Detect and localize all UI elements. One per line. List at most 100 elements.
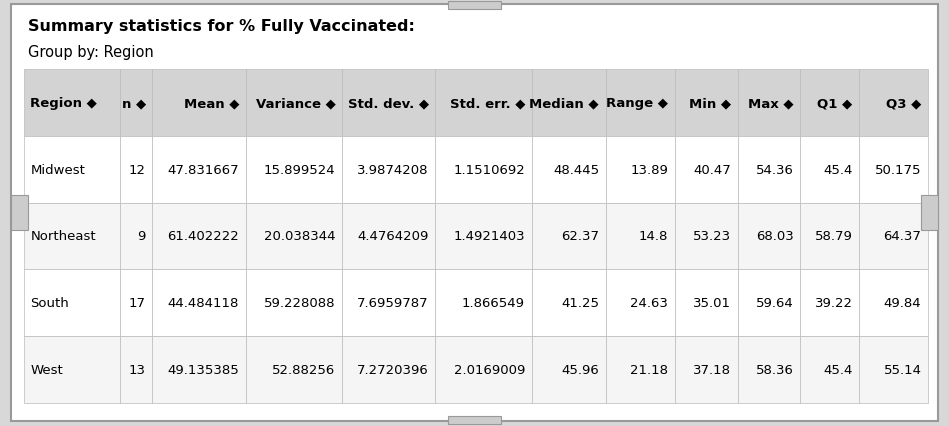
Text: 20.038344: 20.038344 xyxy=(264,230,335,243)
Text: n ◆: n ◆ xyxy=(121,97,146,110)
Bar xyxy=(120,270,153,336)
Bar xyxy=(859,203,928,270)
Text: 62.37: 62.37 xyxy=(561,230,599,243)
Bar xyxy=(605,203,675,270)
Bar xyxy=(342,336,436,403)
Bar xyxy=(800,70,859,137)
Text: 3.9874208: 3.9874208 xyxy=(357,164,429,176)
Text: 21.18: 21.18 xyxy=(630,363,668,376)
Bar xyxy=(605,137,675,203)
Bar xyxy=(120,203,153,270)
Text: 45.4: 45.4 xyxy=(823,363,852,376)
Bar xyxy=(737,270,800,336)
Text: 13: 13 xyxy=(129,363,146,376)
Bar xyxy=(531,137,605,203)
Bar xyxy=(531,203,605,270)
Text: 41.25: 41.25 xyxy=(561,296,599,309)
Bar xyxy=(24,70,120,137)
Bar xyxy=(246,336,342,403)
Text: Group by: Region: Group by: Region xyxy=(28,45,155,60)
Text: 55.14: 55.14 xyxy=(884,363,921,376)
Text: 49.135385: 49.135385 xyxy=(167,363,239,376)
Bar xyxy=(605,270,675,336)
Bar xyxy=(605,70,675,137)
Bar xyxy=(436,336,531,403)
Bar xyxy=(246,270,342,336)
Text: Std. err. ◆: Std. err. ◆ xyxy=(450,97,525,110)
Bar xyxy=(675,270,737,336)
Bar xyxy=(24,137,120,203)
Bar xyxy=(531,270,605,336)
Bar xyxy=(800,203,859,270)
Text: Min ◆: Min ◆ xyxy=(689,97,731,110)
Text: 58.36: 58.36 xyxy=(755,363,793,376)
Bar xyxy=(153,70,246,137)
Bar xyxy=(800,270,859,336)
Bar xyxy=(246,203,342,270)
Bar xyxy=(120,70,153,137)
Bar xyxy=(153,270,246,336)
Text: 47.831667: 47.831667 xyxy=(168,164,239,176)
Text: 68.03: 68.03 xyxy=(756,230,793,243)
Bar xyxy=(11,196,28,230)
Bar xyxy=(448,416,501,424)
Bar xyxy=(675,137,737,203)
Bar xyxy=(448,2,501,10)
Bar xyxy=(921,196,938,230)
Bar xyxy=(24,336,120,403)
Bar xyxy=(153,137,246,203)
Bar xyxy=(531,70,605,137)
Bar xyxy=(675,203,737,270)
Text: Northeast: Northeast xyxy=(30,230,96,243)
Text: Mean ◆: Mean ◆ xyxy=(183,97,239,110)
Bar xyxy=(436,137,531,203)
Bar xyxy=(342,137,436,203)
Bar xyxy=(342,270,436,336)
Bar xyxy=(859,137,928,203)
Text: 2.0169009: 2.0169009 xyxy=(454,363,525,376)
Bar xyxy=(153,336,246,403)
Text: 39.22: 39.22 xyxy=(814,296,852,309)
Bar xyxy=(800,137,859,203)
Text: 1.1510692: 1.1510692 xyxy=(454,164,525,176)
Text: 44.484118: 44.484118 xyxy=(168,296,239,309)
Bar xyxy=(737,137,800,203)
Text: 50.175: 50.175 xyxy=(875,164,921,176)
Bar xyxy=(605,336,675,403)
Bar xyxy=(737,336,800,403)
Text: Midwest: Midwest xyxy=(30,164,85,176)
Bar xyxy=(246,70,342,137)
Text: Std. dev. ◆: Std. dev. ◆ xyxy=(347,97,429,110)
Text: 59.64: 59.64 xyxy=(756,296,793,309)
Text: Range ◆: Range ◆ xyxy=(606,97,668,110)
Text: Max ◆: Max ◆ xyxy=(748,97,793,110)
Text: 7.6959787: 7.6959787 xyxy=(357,296,429,309)
Text: 14.8: 14.8 xyxy=(639,230,668,243)
Text: 61.402222: 61.402222 xyxy=(167,230,239,243)
Bar xyxy=(737,70,800,137)
Text: 1.4921403: 1.4921403 xyxy=(454,230,525,243)
Text: 24.63: 24.63 xyxy=(630,296,668,309)
Bar xyxy=(675,70,737,137)
Bar xyxy=(342,203,436,270)
Text: 64.37: 64.37 xyxy=(884,230,921,243)
Text: South: South xyxy=(30,296,69,309)
Text: 13.89: 13.89 xyxy=(630,164,668,176)
Text: 9: 9 xyxy=(138,230,146,243)
Bar xyxy=(436,270,531,336)
Text: 35.01: 35.01 xyxy=(693,296,731,309)
Text: 45.96: 45.96 xyxy=(561,363,599,376)
Text: Median ◆: Median ◆ xyxy=(530,97,599,110)
Bar xyxy=(859,70,928,137)
Text: West: West xyxy=(30,363,64,376)
Text: 4.4764209: 4.4764209 xyxy=(358,230,429,243)
Bar xyxy=(675,336,737,403)
Bar xyxy=(800,336,859,403)
Text: 37.18: 37.18 xyxy=(693,363,731,376)
Bar xyxy=(24,203,120,270)
Bar xyxy=(120,336,153,403)
Text: 40.47: 40.47 xyxy=(693,164,731,176)
Text: Q1 ◆: Q1 ◆ xyxy=(817,97,852,110)
Bar xyxy=(436,70,531,137)
Bar xyxy=(859,336,928,403)
